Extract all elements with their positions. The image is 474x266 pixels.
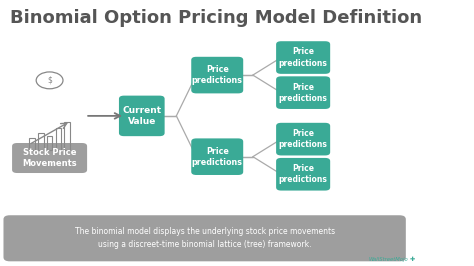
FancyBboxPatch shape [191,138,243,175]
FancyBboxPatch shape [119,95,164,136]
Text: Price
predictions: Price predictions [279,48,328,68]
FancyBboxPatch shape [276,158,330,190]
Text: The binomial model displays the underlying stock price movements
using a discree: The binomial model displays the underlyi… [74,227,335,250]
Text: Binomial Option Pricing Model Definition: Binomial Option Pricing Model Definition [10,9,422,27]
Text: Price
predictions: Price predictions [191,65,243,85]
Bar [55,128,61,150]
Text: Stock Price
Movements: Stock Price Movements [22,148,77,168]
FancyBboxPatch shape [276,41,330,74]
Bar [29,138,35,150]
Bar [47,136,52,150]
FancyBboxPatch shape [12,143,87,173]
Text: Current
Value: Current Value [122,106,161,126]
Text: Price
predictions: Price predictions [279,164,328,184]
Text: ✚: ✚ [410,257,415,262]
FancyBboxPatch shape [276,76,330,109]
Text: Price
predictions: Price predictions [279,83,328,103]
Text: Price
predictions: Price predictions [279,129,328,149]
Bar [38,133,44,150]
Bar [64,122,70,150]
FancyBboxPatch shape [276,123,330,155]
Text: WallStreetMojo: WallStreetMojo [368,257,408,262]
FancyBboxPatch shape [3,215,406,261]
Text: $: $ [47,76,52,85]
Text: Price
predictions: Price predictions [191,147,243,167]
FancyBboxPatch shape [191,57,243,93]
